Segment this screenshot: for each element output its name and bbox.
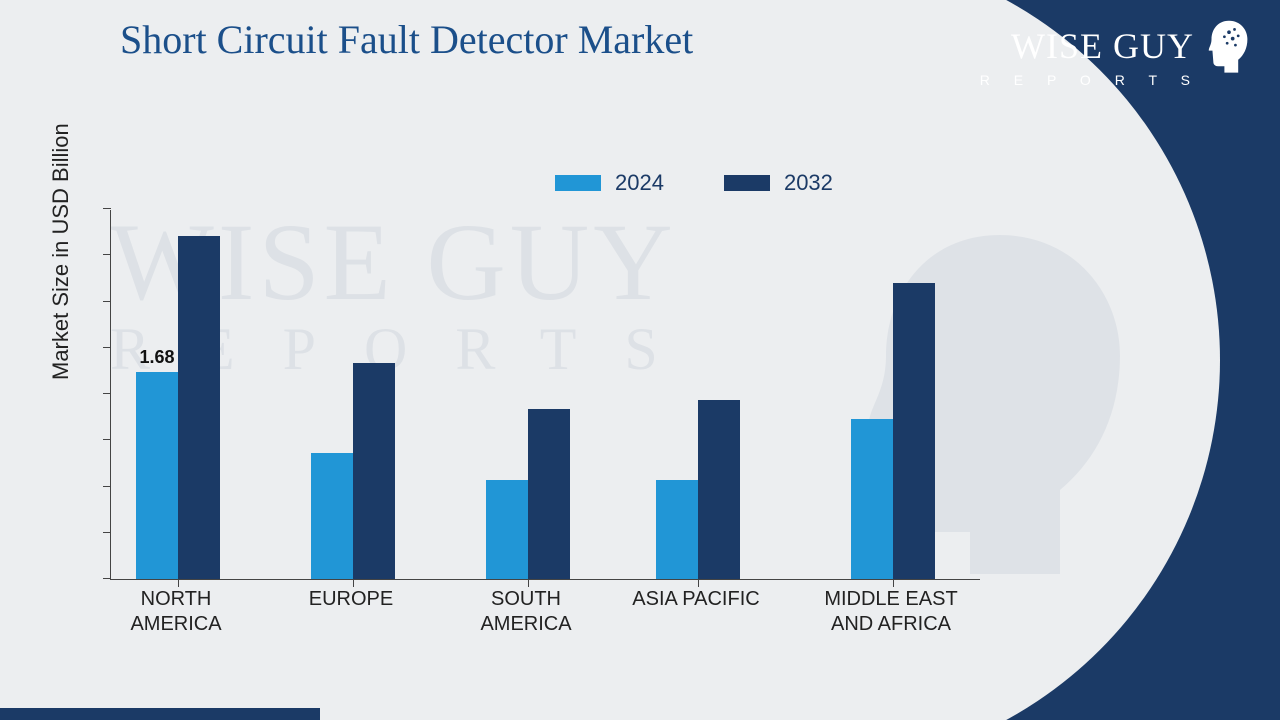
y-tick [103,301,111,302]
bar [136,372,178,579]
bar [311,453,353,579]
x-axis-label: EUROPE [276,579,426,612]
brand-sub: R E P O R T S [980,72,1252,88]
legend-swatch-2032 [724,175,770,191]
bar-group: EUROPE [311,363,431,579]
legend-label-2024: 2024 [615,170,664,196]
bar [893,283,935,579]
brand-logo: WISE GUY R E P O R T S [980,18,1252,88]
chart-title: Short Circuit Fault Detector Market [120,16,693,63]
bar-group: ASIA PACIFIC [656,400,776,579]
legend: 2024 2032 [555,170,833,196]
x-axis-label: ASIA PACIFIC [621,579,771,612]
bar [698,400,740,579]
bar-group: MIDDLE EAST AND AFRICA [851,283,971,579]
bar-value-label: 1.68 [127,347,187,368]
bottom-accent-bar [0,708,320,720]
legend-item-2024: 2024 [555,170,664,196]
brand-name: WISE GUY [1011,25,1194,67]
bar [656,480,698,579]
y-tick [103,208,111,209]
y-tick [103,486,111,487]
bar-group: SOUTH AMERICA [486,409,606,579]
bar [353,363,395,579]
y-tick [103,393,111,394]
y-tick [103,439,111,440]
y-axis-label: Market Size in USD Billion [48,123,74,380]
bar [851,419,893,579]
bar-group: NORTH AMERICA [136,236,256,579]
bar-chart: NORTH AMERICA EUROPE SOUTH AMERICA ASIA PAC… [110,210,980,580]
brand-head-icon [1206,18,1252,74]
y-tick [103,532,111,533]
x-axis-label: MIDDLE EAST AND AFRICA [816,579,966,637]
y-tick [103,254,111,255]
legend-swatch-2024 [555,175,601,191]
x-axis-label: SOUTH AMERICA [451,579,601,637]
bar [178,236,220,579]
legend-label-2032: 2032 [784,170,833,196]
bar [486,480,528,579]
bar [528,409,570,579]
x-axis-label: NORTH AMERICA [101,579,251,637]
y-tick [103,347,111,348]
canvas: WISE GUY R E P O R T S Short Circuit Fau… [0,0,1280,720]
legend-item-2032: 2032 [724,170,833,196]
